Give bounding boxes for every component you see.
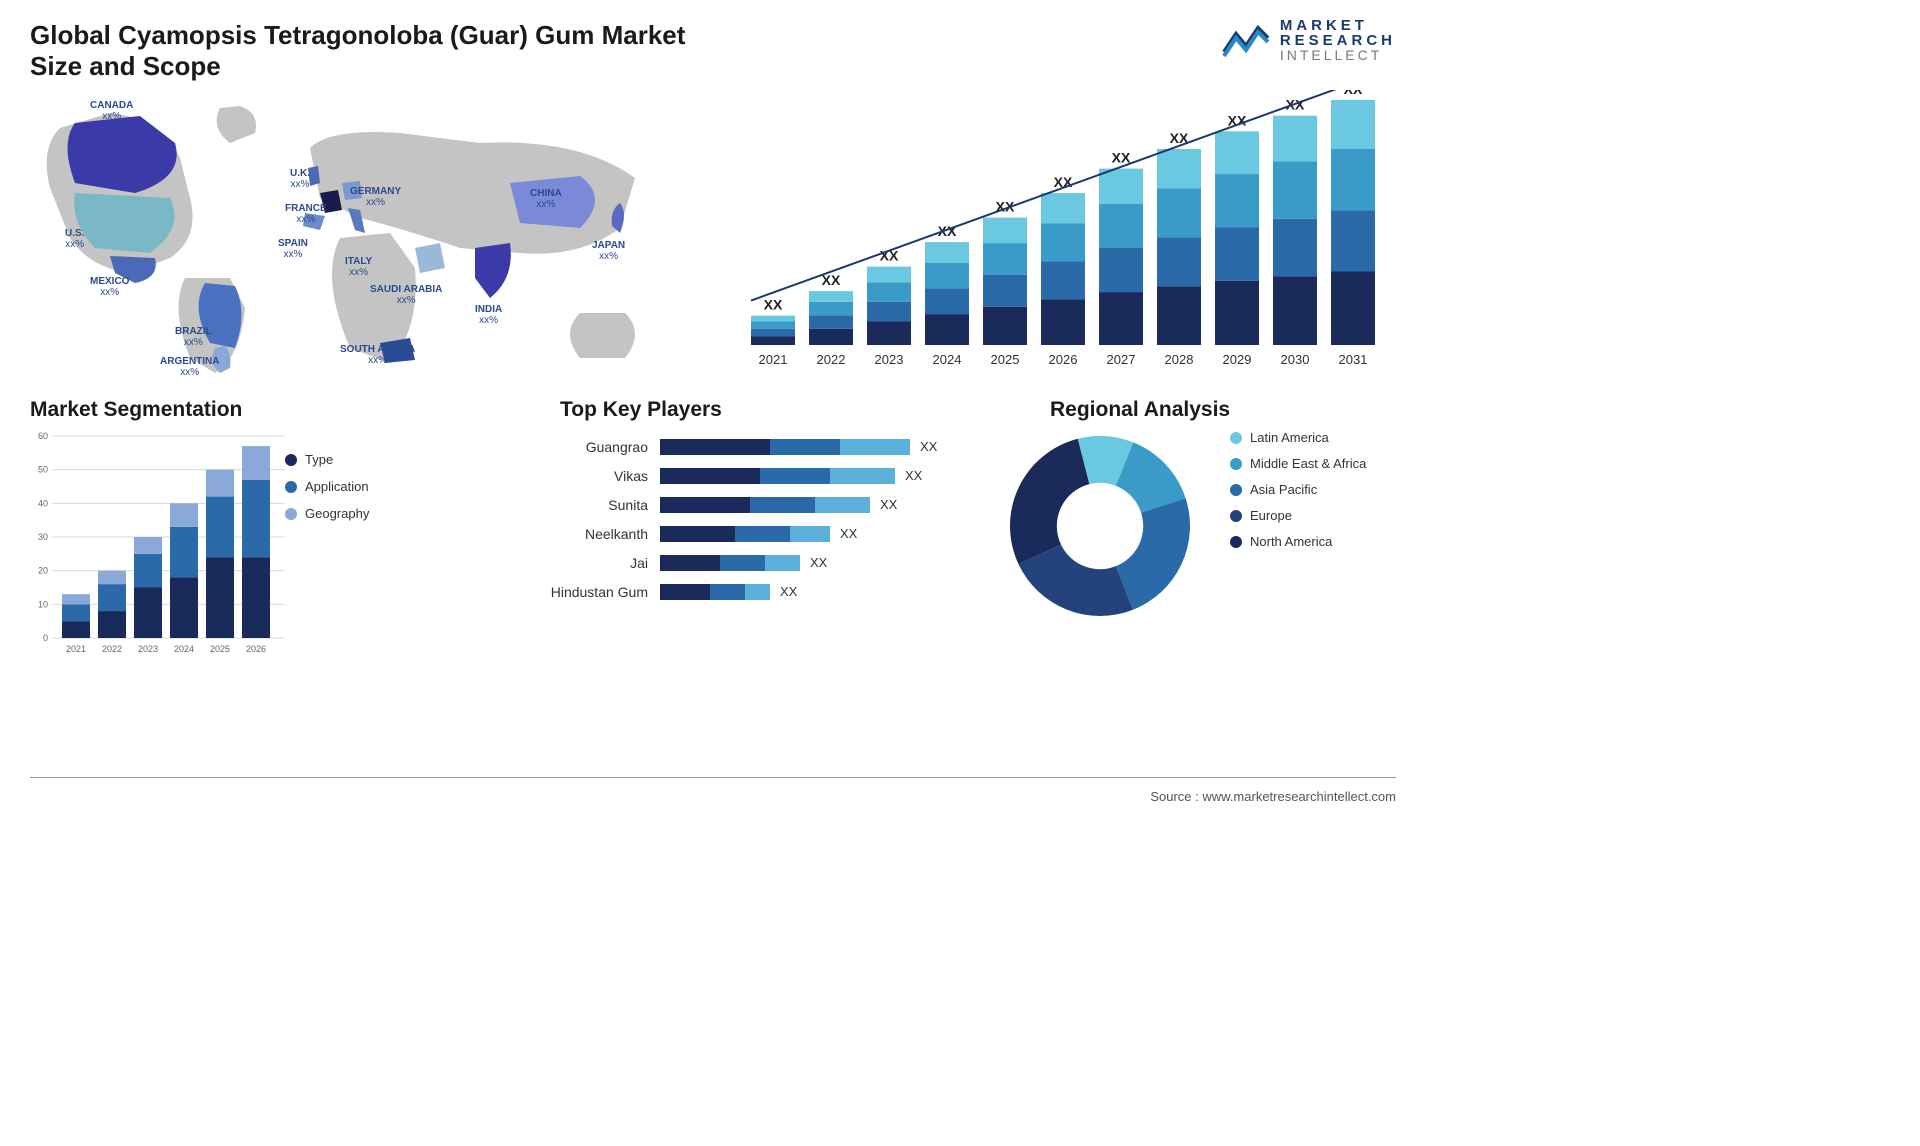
svg-text:2026: 2026: [246, 644, 266, 654]
svg-text:2022: 2022: [102, 644, 122, 654]
svg-text:2021: 2021: [759, 352, 788, 367]
player-row: Sunita XX: [540, 490, 970, 519]
svg-text:2028: 2028: [1165, 352, 1194, 367]
segmentation-heading: Market Segmentation: [30, 398, 242, 422]
map-country-label: GERMANYxx%: [350, 186, 401, 208]
player-name: Jai: [540, 555, 660, 571]
player-bar: [660, 468, 895, 484]
map-country-label: SPAINxx%: [278, 238, 308, 260]
map-country-label: FRANCExx%: [285, 203, 327, 225]
svg-text:2027: 2027: [1107, 352, 1136, 367]
player-row: Hindustan Gum XX: [540, 577, 970, 606]
player-row: Vikas XX: [540, 461, 970, 490]
world-map: CANADAxx% U.S.xx% MEXICOxx% BRAZILxx% ARGENT…: [20, 98, 670, 378]
svg-text:XX: XX: [1112, 150, 1131, 166]
player-row: Jai XX: [540, 548, 970, 577]
legend-item: Asia Pacific: [1230, 482, 1366, 497]
map-country-label: BRAZILxx%: [175, 326, 212, 348]
logo-line3: INTELLECT: [1280, 48, 1396, 62]
svg-text:XX: XX: [1228, 112, 1247, 128]
player-value: XX: [780, 584, 797, 599]
player-value: XX: [905, 468, 922, 483]
svg-text:XX: XX: [1344, 90, 1363, 97]
svg-text:10: 10: [38, 599, 48, 609]
player-name: Vikas: [540, 468, 660, 484]
map-country-label: ARGENTINAxx%: [160, 356, 219, 378]
regional-heading: Regional Analysis: [1050, 398, 1230, 422]
forecast-chart: XX2021XX2022XX2023XX2024XX2025XX2026XX20…: [741, 90, 1401, 370]
svg-text:2031: 2031: [1339, 352, 1368, 367]
players-chart: Guangrao XX Vikas XX Sunita XX Neelkanth XX Jai X…: [540, 432, 970, 606]
map-country-label: ITALYxx%: [345, 256, 372, 278]
legend-item: Geography: [285, 506, 369, 521]
player-row: Guangrao XX: [540, 432, 970, 461]
legend-item: Middle East & Africa: [1230, 456, 1366, 471]
logo-line1: MARKET: [1280, 18, 1396, 33]
svg-text:60: 60: [38, 431, 48, 441]
players-heading: Top Key Players: [560, 398, 722, 422]
player-value: XX: [880, 497, 897, 512]
page-title: Global Cyamopsis Tetragonoloba (Guar) Gu…: [30, 20, 690, 82]
player-value: XX: [840, 526, 857, 541]
svg-text:2030: 2030: [1281, 352, 1310, 367]
legend-item: North America: [1230, 534, 1366, 549]
player-name: Guangrao: [540, 439, 660, 455]
map-country-label: U.K.xx%: [290, 168, 310, 190]
svg-text:2025: 2025: [991, 352, 1020, 367]
player-name: Hindustan Gum: [540, 584, 660, 600]
player-bar: [660, 555, 800, 571]
svg-text:20: 20: [38, 566, 48, 576]
player-bar: [660, 439, 910, 455]
map-country-label: CHINAxx%: [530, 188, 562, 210]
logo-mark-icon: [1222, 22, 1270, 58]
map-country-label: INDIAxx%: [475, 304, 502, 326]
player-name: Neelkanth: [540, 526, 660, 542]
player-bar: [660, 526, 830, 542]
legend-item: Type: [285, 452, 369, 467]
svg-text:2022: 2022: [817, 352, 846, 367]
regional-legend: Latin America Middle East & Africa Asia Pa…: [1230, 430, 1366, 560]
svg-text:2029: 2029: [1223, 352, 1252, 367]
brand-logo: MARKET RESEARCH INTELLECT: [1222, 18, 1396, 62]
map-country-label: JAPANxx%: [592, 240, 625, 262]
map-country-label: SAUDI ARABIAxx%: [370, 284, 442, 306]
map-country-label: CANADAxx%: [90, 100, 133, 122]
svg-text:XX: XX: [764, 297, 783, 313]
source-attribution: Source : www.marketresearchintellect.com: [1150, 789, 1396, 804]
player-row: Neelkanth XX: [540, 519, 970, 548]
map-country-label: U.S.xx%: [65, 228, 84, 250]
player-name: Sunita: [540, 497, 660, 513]
world-map-svg: [20, 98, 670, 378]
regional-donut: [1000, 426, 1200, 626]
player-value: XX: [920, 439, 937, 454]
svg-text:2021: 2021: [66, 644, 86, 654]
logo-line2: RESEARCH: [1280, 33, 1396, 48]
svg-text:2023: 2023: [875, 352, 904, 367]
svg-text:40: 40: [38, 498, 48, 508]
legend-item: Europe: [1230, 508, 1366, 523]
footer-divider: [30, 777, 1396, 778]
legend-item: Latin America: [1230, 430, 1366, 445]
svg-text:2025: 2025: [210, 644, 230, 654]
svg-text:2026: 2026: [1049, 352, 1078, 367]
legend-item: Application: [285, 479, 369, 494]
map-country-label: SOUTH AFRICAxx%: [340, 344, 415, 366]
svg-text:2023: 2023: [138, 644, 158, 654]
segmentation-legend: Type Application Geography: [285, 452, 369, 533]
player-bar: [660, 584, 770, 600]
player-bar: [660, 497, 870, 513]
svg-text:0: 0: [43, 633, 48, 643]
svg-text:2024: 2024: [933, 352, 962, 367]
svg-text:2024: 2024: [174, 644, 194, 654]
map-country-label: MEXICOxx%: [90, 276, 129, 298]
player-value: XX: [810, 555, 827, 570]
svg-text:30: 30: [38, 532, 48, 542]
svg-text:50: 50: [38, 465, 48, 475]
